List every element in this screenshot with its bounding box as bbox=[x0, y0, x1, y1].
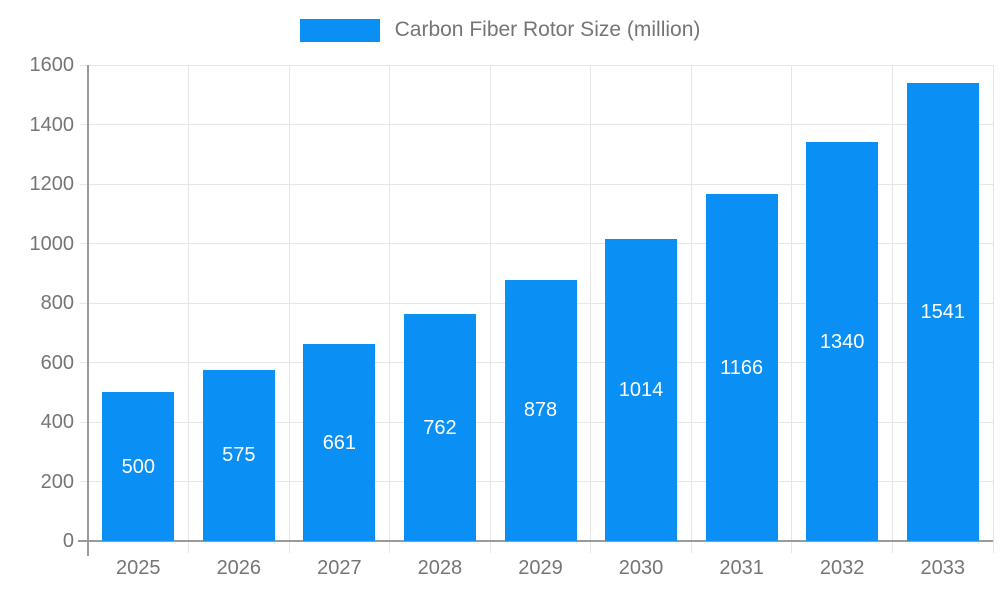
y-tick-label: 1000 bbox=[29, 232, 75, 255]
legend-item[interactable]: Carbon Fiber Rotor Size (million) bbox=[299, 18, 701, 42]
bar-value-label: 500 bbox=[121, 455, 155, 478]
bar[interactable] bbox=[605, 239, 678, 541]
x-gridline bbox=[188, 65, 190, 553]
y-tick-label: 1600 bbox=[29, 54, 75, 76]
bar[interactable] bbox=[504, 279, 577, 541]
bar[interactable] bbox=[303, 344, 376, 541]
x-tick-label: 2030 bbox=[618, 557, 664, 579]
bar-value-label: 1166 bbox=[720, 356, 764, 379]
y-tick-label: 400 bbox=[40, 411, 74, 433]
bar-value-label: 878 bbox=[523, 399, 558, 422]
x-gridline bbox=[891, 65, 893, 553]
x-tick-label: 2027 bbox=[317, 557, 362, 579]
legend-swatch-icon bbox=[299, 18, 380, 42]
bar-value-label: 1340 bbox=[819, 330, 865, 353]
bar[interactable] bbox=[806, 142, 879, 541]
chart-title: Carbon Fiber Rotor Size (million) bbox=[394, 18, 701, 41]
y-tick-label: 200 bbox=[40, 470, 74, 493]
bar-value-label: 1014 bbox=[618, 379, 664, 402]
y-gridline bbox=[80, 124, 993, 125]
y-tick-label: 800 bbox=[40, 292, 74, 314]
y-tick-label: 600 bbox=[40, 351, 74, 374]
bar[interactable] bbox=[202, 369, 275, 541]
bar-value-label: 762 bbox=[423, 416, 457, 439]
x-tick-label: 2029 bbox=[518, 557, 563, 579]
x-gridline bbox=[590, 65, 592, 553]
x-gridline bbox=[992, 65, 994, 553]
x-tick-label: 2032 bbox=[819, 557, 865, 579]
x-tick-label: 2031 bbox=[719, 557, 764, 579]
y-gridline bbox=[80, 183, 993, 185]
bar[interactable] bbox=[705, 194, 778, 541]
y-tick-label: 1200 bbox=[29, 173, 75, 195]
x-gridline bbox=[791, 65, 793, 553]
y-axis-line bbox=[87, 65, 89, 556]
bar-value-label: 661 bbox=[322, 431, 357, 454]
bar-value-label: 575 bbox=[222, 444, 256, 467]
bar-value-label: 1541 bbox=[920, 300, 965, 323]
y-tick-label: 0 bbox=[62, 530, 74, 552]
x-tick-label: 2028 bbox=[417, 557, 463, 579]
x-tick-label: 2026 bbox=[216, 557, 262, 579]
x-gridline bbox=[288, 65, 290, 553]
x-tick-label: 2025 bbox=[116, 557, 161, 579]
x-tick-label: 2033 bbox=[920, 557, 965, 579]
x-gridline bbox=[389, 65, 391, 553]
legend: Carbon Fiber Rotor Size (million) bbox=[0, 18, 1000, 42]
x-gridline bbox=[690, 65, 692, 553]
bar[interactable] bbox=[403, 314, 476, 541]
bar[interactable] bbox=[102, 392, 175, 541]
x-axis-line bbox=[78, 540, 993, 542]
y-gridline bbox=[80, 243, 993, 244]
bar[interactable] bbox=[906, 82, 979, 541]
y-tick-label: 1400 bbox=[29, 113, 75, 136]
y-gridline bbox=[80, 64, 993, 66]
x-gridline bbox=[489, 65, 491, 553]
